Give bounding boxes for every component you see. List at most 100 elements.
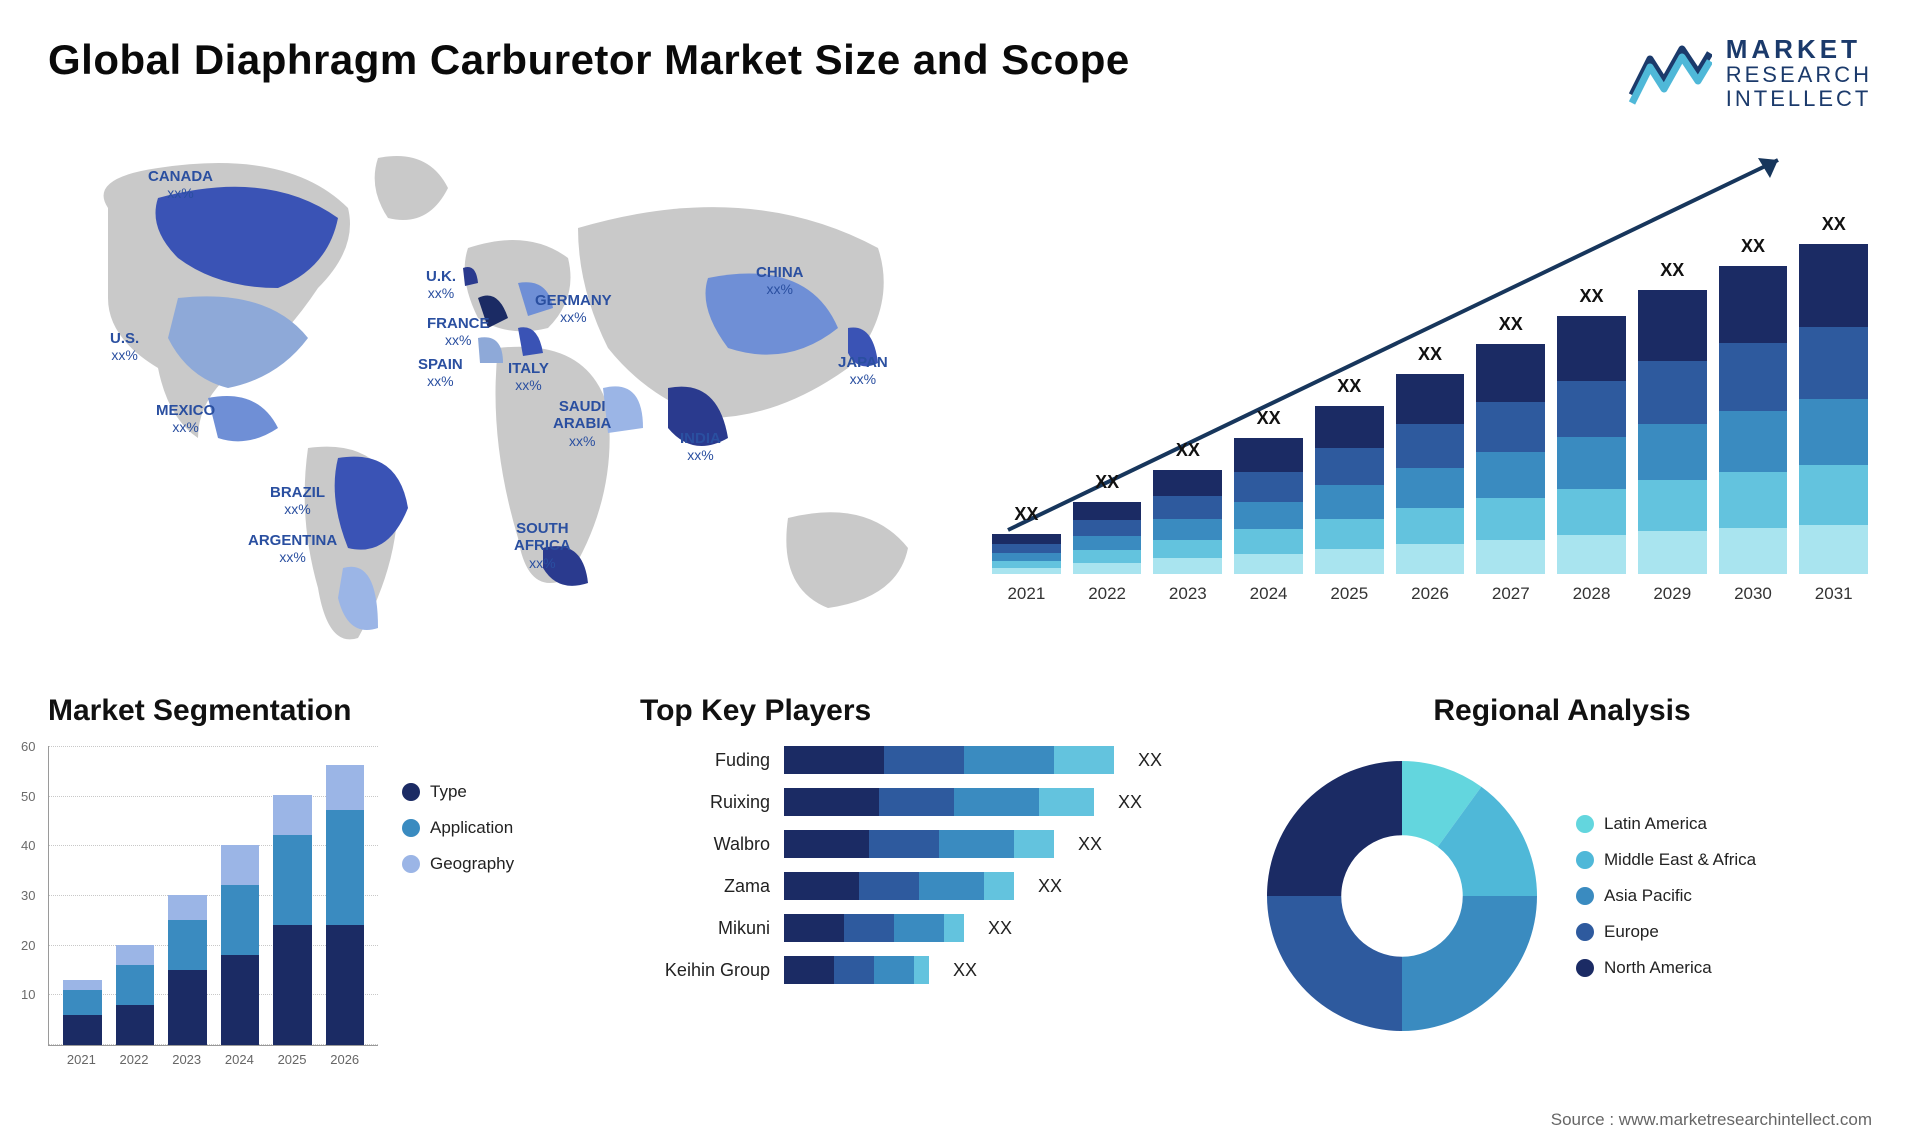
growth-bar-segment — [1396, 424, 1465, 468]
growth-bar-segment — [1557, 535, 1626, 574]
growth-bar-segment — [992, 534, 1061, 544]
player-value: XX — [1078, 834, 1102, 855]
player-bar-segment — [884, 746, 964, 774]
player-bar — [784, 746, 1114, 774]
player-value: XX — [1138, 750, 1162, 771]
legend-label: Application — [430, 818, 513, 838]
seg-ytick: 20 — [21, 938, 35, 953]
seg-legend-item: Geography — [402, 854, 514, 874]
growth-bar: XX — [1557, 316, 1626, 574]
growth-bar-value: XX — [1234, 408, 1303, 429]
player-bar-segment — [784, 746, 884, 774]
growth-bar: XX — [1234, 438, 1303, 574]
player-row: FudingXX — [640, 746, 1220, 774]
growth-bar-segment — [1719, 411, 1788, 473]
player-row: RuixingXX — [640, 788, 1220, 816]
player-bar-segment — [894, 914, 944, 942]
growth-bar-segment — [1073, 550, 1142, 563]
player-bar-segment — [919, 872, 984, 900]
source-attribution: Source : www.marketresearchintellect.com — [1551, 1110, 1872, 1130]
player-bar-segment — [869, 830, 939, 858]
regional-panel: Regional Analysis Latin AmericaMiddle Ea… — [1252, 694, 1872, 1046]
logo-line-2: RESEARCH — [1726, 64, 1872, 86]
legend-label: Type — [430, 782, 467, 802]
page-title: Global Diaphragm Carburetor Market Size … — [48, 36, 1130, 84]
seg-bar-segment — [63, 980, 102, 990]
growth-bar-segment — [1557, 316, 1626, 381]
seg-ytick: 60 — [21, 739, 35, 754]
legend-label: Geography — [430, 854, 514, 874]
growth-bar-segment — [1638, 424, 1707, 481]
growth-bar-value: XX — [1153, 440, 1222, 461]
growth-year-label: 2026 — [1396, 584, 1465, 604]
world-map-svg — [48, 138, 948, 658]
growth-bar: XX — [1799, 244, 1868, 574]
seg-bar-segment — [326, 925, 365, 1045]
growth-bar-value: XX — [1396, 344, 1465, 365]
regional-donut-chart — [1252, 746, 1552, 1046]
player-value: XX — [1038, 876, 1062, 897]
growth-bar-value: XX — [1315, 376, 1384, 397]
growth-bar-segment — [1315, 549, 1384, 574]
legend-label: Middle East & Africa — [1604, 850, 1756, 870]
growth-bar-segment — [1719, 472, 1788, 527]
growth-bar-value: XX — [1476, 314, 1545, 335]
player-bar-segment — [784, 956, 834, 984]
player-bar-segment — [954, 788, 1039, 816]
player-name: Zama — [640, 876, 770, 897]
brand-logo: MARKET RESEARCH INTELLECT — [1628, 36, 1872, 110]
growth-bar-segment — [1719, 266, 1788, 343]
seg-bar-segment — [326, 765, 365, 810]
player-row: WalbroXX — [640, 830, 1220, 858]
growth-bar: XX — [1315, 406, 1384, 574]
logo-mark-icon — [1628, 41, 1712, 105]
growth-bar-segment — [1073, 502, 1142, 520]
region-legend-item: Latin America — [1576, 814, 1756, 834]
growth-bar-segment — [1153, 519, 1222, 540]
logo-line-1: MARKET — [1726, 36, 1872, 62]
growth-bar-segment — [1638, 361, 1707, 423]
growth-bar-segment — [992, 544, 1061, 553]
growth-bar-segment — [1557, 437, 1626, 489]
growth-bar-segment — [1153, 540, 1222, 559]
growth-bar-segment — [1476, 498, 1545, 539]
growth-bar-value: XX — [992, 504, 1061, 525]
growth-bar-segment — [1476, 344, 1545, 402]
growth-x-axis: 2021202220232024202520262027202820292030… — [988, 584, 1872, 604]
growth-bar-segment — [1476, 402, 1545, 453]
legend-dot-icon — [402, 783, 420, 801]
growth-bar-segment — [1234, 438, 1303, 472]
seg-ytick: 40 — [21, 838, 35, 853]
growth-bar-segment — [1557, 381, 1626, 438]
seg-bar-segment — [273, 835, 312, 925]
map-country-label: U.K.xx% — [426, 268, 456, 301]
map-country-label: ITALYxx% — [508, 360, 549, 393]
donut-slice — [1267, 896, 1402, 1031]
legend-dot-icon — [1576, 887, 1594, 905]
map-country-label: SOUTHAFRICAxx% — [514, 520, 571, 571]
seg-year-label: 2021 — [62, 1052, 101, 1067]
player-value: XX — [953, 960, 977, 981]
seg-bar-segment — [221, 955, 260, 1045]
growth-bar-segment — [1799, 525, 1868, 575]
player-bar — [784, 872, 1014, 900]
player-name: Mikuni — [640, 918, 770, 939]
region-legend-item: Asia Pacific — [1576, 886, 1756, 906]
growth-bar-segment — [1153, 558, 1222, 574]
growth-bar-segment — [1799, 465, 1868, 524]
player-bar-segment — [834, 956, 874, 984]
seg-bar-segment — [168, 895, 207, 920]
seg-bar-segment — [273, 795, 312, 835]
growth-year-label: 2022 — [1073, 584, 1142, 604]
growth-bar-value: XX — [1557, 286, 1626, 307]
seg-year-label: 2026 — [325, 1052, 364, 1067]
legend-label: Asia Pacific — [1604, 886, 1692, 906]
donut-slice — [1267, 761, 1402, 896]
segmentation-panel: Market Segmentation 605040302010 2021202… — [48, 694, 608, 1067]
player-bar-segment — [859, 872, 919, 900]
player-bar-segment — [879, 788, 954, 816]
seg-bar — [326, 765, 365, 1045]
legend-dot-icon — [1576, 851, 1594, 869]
logo-text: MARKET RESEARCH INTELLECT — [1726, 36, 1872, 110]
legend-label: North America — [1604, 958, 1712, 978]
